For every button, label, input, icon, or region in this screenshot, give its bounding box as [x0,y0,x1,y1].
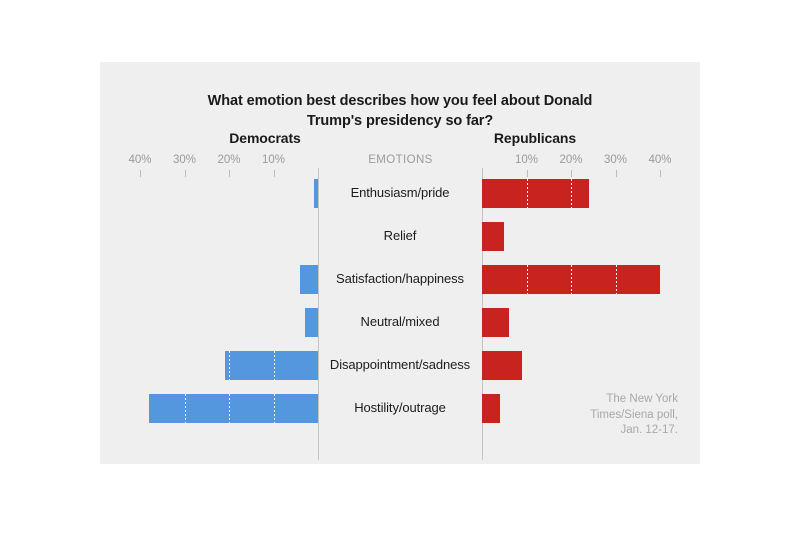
row-label-line: Hostility/outrage [354,400,446,416]
bar-democrats[interactable] [224,351,318,380]
row-label-line: Neutral/mixed [360,314,440,330]
gridline [184,394,186,423]
row-label-line: Relief [383,228,417,244]
axis-tick-label-republicans-40%: 40% [648,154,672,166]
democrat-baseline [318,168,320,460]
bar-republicans[interactable] [482,351,523,380]
axis-tick-mark-republicans-30% [615,170,617,177]
chart-title-line-1: What emotion best describes how you feel… [207,93,593,109]
chart-row: Hostility/outrage [100,387,700,430]
gridline [526,265,528,294]
bar-democrats[interactable] [313,179,318,208]
bar-republicans[interactable] [482,179,589,208]
bar-republicans[interactable] [482,394,500,423]
axis-tick-label-republicans-30%: 30% [603,154,628,166]
axis-tick-label-republicans-20%: 20% [559,154,583,166]
gridline [229,394,230,423]
gridline [526,179,528,208]
chart-title: What emotion best describes how you feel… [150,92,650,131]
gridline [273,351,275,380]
gridline [571,179,572,208]
bar-democrats[interactable] [148,394,318,423]
gridline [273,394,275,423]
chart-row: Neutral/mixed [100,301,700,344]
row-label-hostility-outrage: Hostility/outrage [318,387,482,430]
chart-title-line-2: Trump's presidency so far? [306,112,494,129]
axis-tick-mark-democrats-30% [184,170,186,177]
row-label-relief: Relief [318,215,482,258]
axis-tick-mark-democrats-40% [140,170,141,177]
gridline [615,265,617,294]
row-label-line: Disappointment/ [329,357,423,373]
row-label-line: happiness [405,271,464,287]
source-note: The New York Times/Siena poll, Jan. 12-1… [528,392,678,439]
axis-tick-mark-republicans-40% [660,170,661,177]
axis-tick-label-republicans-10%: 10% [514,154,539,166]
row-label-line: sadness [422,357,471,373]
group-header-democrats: Democrats [229,130,301,146]
axis-tick-label-democrats-20%: 20% [217,154,241,166]
chart-row: Disappointment/sadness [100,344,700,387]
axis-tick-label-democrats-40%: 40% [128,154,152,166]
axis-tick-label-democrats-30%: 30% [172,154,197,166]
chart-row: Satisfaction/happiness [100,258,700,301]
chart-row: Enthusiasm/pride [100,172,700,215]
axis-tick-mark-democrats-20% [229,170,230,177]
gridline [571,265,572,294]
source-line-3: Jan. 12-17. [620,424,678,437]
row-label-line: Satisfaction/ [336,271,406,287]
row-label-neutral-mixed: Neutral/mixed [318,301,482,344]
axis-tick-mark-democrats-10% [273,170,275,177]
emotions-column-header: EMOTIONS [368,154,433,166]
group-header-republicans: Republicans [493,130,577,146]
row-label-satisfaction-happiness: Satisfaction/happiness [318,258,482,301]
source-line-1: The New York [606,393,678,405]
bar-democrats[interactable] [300,265,318,294]
bar-democrats[interactable] [304,308,318,337]
axis-tick-mark-republicans-20% [571,170,572,177]
source-line-2: Times/Siena poll, [590,408,678,421]
axis-tick-label-democrats-10%: 10% [261,154,286,166]
chart-figure: What emotion best describes how you feel… [100,62,700,464]
row-label-enthusiasm-pride: Enthusiasm/pride [318,172,482,215]
gridline [229,351,230,380]
bar-republicans[interactable] [482,222,505,251]
row-label-line: Enthusiasm/pride [350,185,450,201]
bar-republicans[interactable] [482,308,509,337]
row-label-disappointment-sadness: Disappointment/sadness [318,344,482,387]
axis-tick-mark-republicans-10% [526,170,528,177]
chart-row: Relief [100,215,700,258]
